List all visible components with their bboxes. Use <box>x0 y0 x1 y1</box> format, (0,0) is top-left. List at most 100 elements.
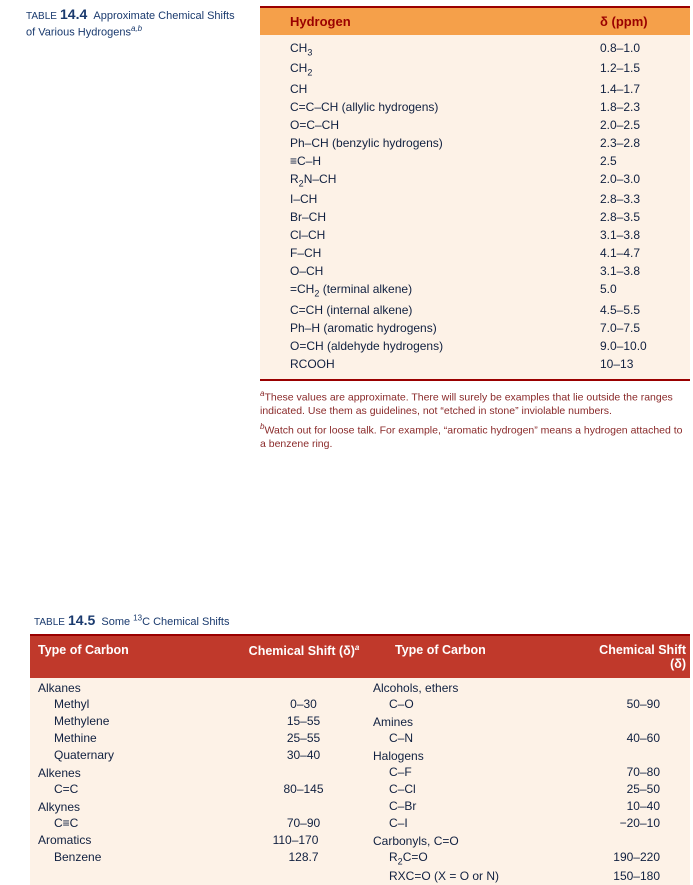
table-row: Methyl0–30 <box>30 695 365 712</box>
table-row: Benzene128.7 <box>30 848 365 865</box>
hydrogen-cell: O–CH <box>260 262 590 280</box>
hydrogen-cell: R2N–CH <box>260 170 590 190</box>
carbon-type: Methine <box>30 729 242 746</box>
carbon-type: C–Br <box>365 797 577 814</box>
table-row: O–CH3.1–3.8 <box>260 262 690 280</box>
group-label: Aromatics <box>30 831 226 848</box>
footnote-b-text: Watch out for loose talk. For example, “… <box>260 425 683 451</box>
hydrogen-cell: CH2 <box>260 59 590 79</box>
table-row: Ph–H (aromatic hydrogens)7.0–7.5 <box>260 319 690 337</box>
caption-number: 14.4 <box>60 6 87 22</box>
group-label: Alkanes <box>30 678 365 695</box>
table-row: ≡C–H2.5 <box>260 152 690 170</box>
header-hydrogen: Hydrogen <box>260 8 590 35</box>
header-type-of-carbon-2: Type of Carbon <box>387 636 578 678</box>
table-row: CH21.2–1.5 <box>260 59 690 79</box>
table-row: Cl–CH3.1–3.8 <box>260 226 690 244</box>
hydrogen-cell: CH3 <box>260 39 590 59</box>
hydrogen-cell: O=C–CH <box>260 116 590 134</box>
hydrogen-cell: Ph–H (aromatic hydrogens) <box>260 319 590 337</box>
table-row: Methine25–55 <box>30 729 365 746</box>
carbon-type: C≡C <box>30 814 242 831</box>
table-row: Quaternary30–40 <box>30 746 365 763</box>
shift-value: 70–90 <box>242 814 365 831</box>
hydrogen-cell: F–CH <box>260 244 590 262</box>
shift-value: 190–220 <box>577 848 690 867</box>
delta-cell: 4.1–4.7 <box>590 244 690 262</box>
carbon-type: R2C=O <box>365 848 577 867</box>
delta-cell: 7.0–7.5 <box>590 319 690 337</box>
hydrogen-cell: O=CH (aldehyde hydrogens) <box>260 337 590 355</box>
delta-cell: 2.8–3.5 <box>590 208 690 226</box>
delta-cell: 3.1–3.8 <box>590 226 690 244</box>
caption-sup: a,b <box>131 24 142 33</box>
table-row: F–CH4.1–4.7 <box>260 244 690 262</box>
group-label: Alcohols, ethers <box>365 678 690 695</box>
table-row: C–F70–80 <box>365 763 690 780</box>
delta-cell: 2.8–3.3 <box>590 190 690 208</box>
hydrogen-cell: C=C–CH (allylic hydrogens) <box>260 98 590 116</box>
delta-cell: 9.0–10.0 <box>590 337 690 355</box>
shift-value: 110–170 <box>226 831 365 848</box>
table-row: CH1.4–1.7 <box>260 80 690 98</box>
table-14-4-header: Hydrogen δ (ppm) <box>260 8 690 35</box>
delta-cell: 1.4–1.7 <box>590 80 690 98</box>
carbon-type: C–Cl <box>365 780 577 797</box>
delta-cell: 2.0–3.0 <box>590 170 690 190</box>
table-row: Ph–CH (benzylic hydrogens)2.3–2.8 <box>260 134 690 152</box>
shift-value: 40–60 <box>577 729 690 746</box>
shift-value: 25–55 <box>242 729 365 746</box>
caption-number: 14.5 <box>68 612 95 628</box>
shift-value: 25–50 <box>577 780 690 797</box>
table-row: C=C–CH (allylic hydrogens)1.8–2.3 <box>260 98 690 116</box>
hydrogen-cell: Ph–CH (benzylic hydrogens) <box>260 134 590 152</box>
caption-text: Some 13C Chemical Shifts <box>101 616 229 628</box>
delta-cell: 1.2–1.5 <box>590 59 690 79</box>
shift-value: 128.7 <box>242 848 365 865</box>
hydrogen-cell: C=CH (internal alkene) <box>260 301 590 319</box>
table-row: C–Br10–40 <box>365 797 690 814</box>
header-type-of-carbon-1: Type of Carbon <box>30 636 221 678</box>
table-row: R2N–CH2.0–3.0 <box>260 170 690 190</box>
hydrogen-cell: Br–CH <box>260 208 590 226</box>
hydrogen-cell: I–CH <box>260 190 590 208</box>
carbon-type: Quaternary <box>30 746 242 763</box>
carbon-type: C=C <box>30 780 242 797</box>
table-14-4-caption: TABLE 14.4 Approximate Chemical Shifts o… <box>26 6 236 40</box>
carbon-type: Benzene <box>30 848 242 865</box>
shift-value: −20–10 <box>577 814 690 831</box>
group-label: Alkenes <box>30 763 365 780</box>
table-14-4-footnotes: aThese values are approximate. There wil… <box>260 381 690 453</box>
delta-cell: 4.5–5.5 <box>590 301 690 319</box>
delta-cell: 0.8–1.0 <box>590 39 690 59</box>
carbon-type: C–F <box>365 763 577 780</box>
table-row: RXC=O (X = O or N)150–180 <box>365 868 690 885</box>
delta-cell: 3.1–3.8 <box>590 262 690 280</box>
shift-value: 30–40 <box>242 746 365 763</box>
shift-value: 70–80 <box>577 763 690 780</box>
table-row: C–O50–90 <box>365 695 690 712</box>
table-row: C=CH (internal alkene)4.5–5.5 <box>260 301 690 319</box>
delta-cell: 2.3–2.8 <box>590 134 690 152</box>
carbon-type: RXC=O (X = O or N) <box>365 868 577 885</box>
shift-value: 0–30 <box>242 695 365 712</box>
table-row: CH30.8–1.0 <box>260 39 690 59</box>
table-row: Methylene15–55 <box>30 712 365 729</box>
delta-cell: 5.0 <box>590 280 690 300</box>
shift-value: 150–180 <box>577 868 690 885</box>
carbon-type: Methylene <box>30 712 242 729</box>
group-label: Alkynes <box>30 797 365 814</box>
hydrogen-cell: =CH2 (terminal alkene) <box>260 280 590 300</box>
hydrogen-cell: Cl–CH <box>260 226 590 244</box>
shift-value: 10–40 <box>577 797 690 814</box>
table-14-5-caption: TABLE 14.5 Some 13C Chemical Shifts <box>0 606 693 634</box>
hydrogen-cell: ≡C–H <box>260 152 590 170</box>
table-row: C≡C70–90 <box>30 814 365 831</box>
caption-label: TABLE <box>34 617 65 628</box>
delta-cell: 1.8–2.3 <box>590 98 690 116</box>
table-row: I–CH2.8–3.3 <box>260 190 690 208</box>
table-row: R2C=O190–220 <box>365 848 690 867</box>
carbon-type: C–O <box>365 695 577 712</box>
delta-cell: 2.5 <box>590 152 690 170</box>
table-14-4-body: CH30.8–1.0CH21.2–1.5CH1.4–1.7C=C–CH (all… <box>260 35 690 381</box>
